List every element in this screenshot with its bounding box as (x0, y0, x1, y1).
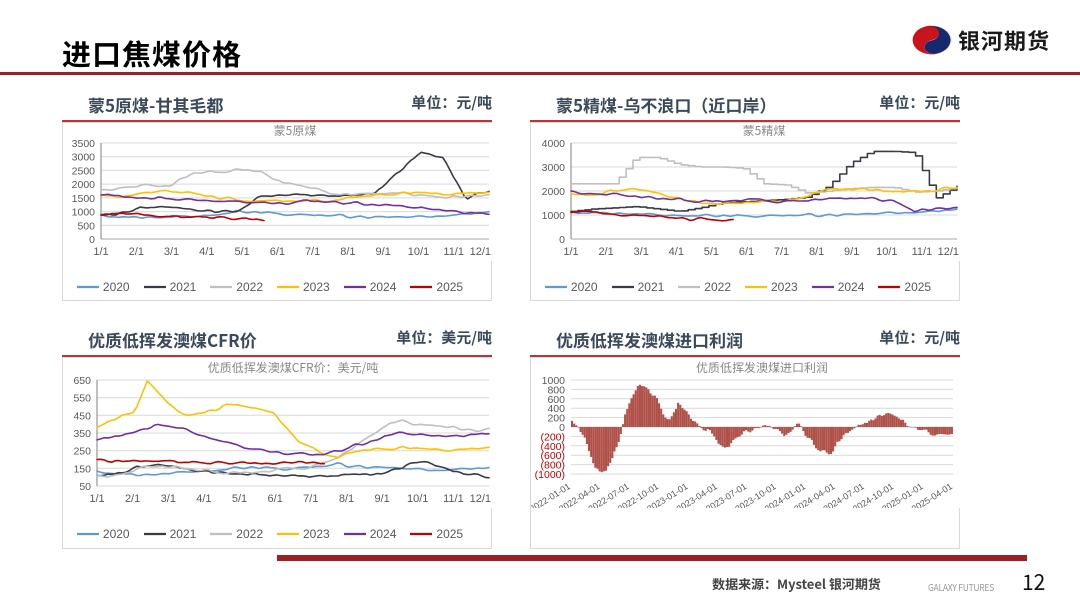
svg-text:8/1: 8/1 (340, 246, 355, 258)
svg-text:9/1: 9/1 (376, 246, 391, 258)
svg-text:450: 450 (73, 410, 91, 422)
svg-text:7/1: 7/1 (305, 246, 320, 258)
svg-text:4/1: 4/1 (669, 246, 684, 258)
svg-text:500: 500 (77, 220, 95, 232)
svg-text:3000: 3000 (72, 152, 96, 164)
svg-text:2/1: 2/1 (129, 246, 144, 258)
svg-text:2/1: 2/1 (598, 246, 613, 258)
svg-text:5/1: 5/1 (234, 246, 249, 258)
svg-text:0: 0 (559, 234, 565, 246)
svg-text:1/1: 1/1 (89, 493, 104, 505)
svg-text:11/1: 11/1 (443, 493, 464, 505)
svg-text:蒙5原煤: 蒙5原煤 (274, 123, 317, 139)
svg-text:11/1: 11/1 (912, 246, 933, 258)
svg-text:1500: 1500 (72, 193, 96, 205)
svg-text:150: 150 (73, 463, 91, 475)
svg-text:1000: 1000 (72, 207, 96, 219)
svg-text:250: 250 (73, 446, 91, 458)
svg-text:12/1: 12/1 (470, 246, 491, 258)
svg-text:2500: 2500 (72, 165, 96, 177)
svg-text:4/1: 4/1 (199, 246, 214, 258)
svg-text:7/1: 7/1 (774, 246, 789, 258)
svg-text:3000: 3000 (542, 162, 566, 174)
svg-text:1000: 1000 (542, 375, 566, 387)
svg-text:0: 0 (89, 234, 95, 246)
svg-text:650: 650 (73, 375, 91, 387)
svg-text:7/1: 7/1 (303, 493, 318, 505)
svg-text:3/1: 3/1 (634, 246, 649, 258)
svg-text:3/1: 3/1 (164, 246, 179, 258)
svg-text:10/1: 10/1 (407, 493, 428, 505)
svg-text:蒙5精煤: 蒙5精煤 (743, 123, 786, 139)
svg-text:5/1: 5/1 (704, 246, 719, 258)
svg-text:5/1: 5/1 (232, 493, 247, 505)
svg-text:8/1: 8/1 (809, 246, 824, 258)
svg-text:1000: 1000 (542, 210, 566, 222)
svg-text:1/1: 1/1 (93, 246, 108, 258)
svg-text:8/1: 8/1 (339, 493, 354, 505)
svg-text:优质低挥发澳煤CFR价：美元/吨: 优质低挥发澳煤CFR价：美元/吨 (208, 359, 379, 376)
svg-text:11/1: 11/1 (443, 246, 464, 258)
svg-text:2000: 2000 (542, 186, 566, 198)
svg-text:12/1: 12/1 (470, 493, 491, 505)
svg-text:9/1: 9/1 (374, 493, 389, 505)
svg-text:3/1: 3/1 (161, 493, 176, 505)
svg-text:50: 50 (79, 481, 91, 493)
svg-text:350: 350 (73, 428, 91, 440)
svg-text:3500: 3500 (72, 138, 96, 150)
svg-text:1/1: 1/1 (563, 246, 578, 258)
svg-text:4000: 4000 (542, 138, 566, 150)
svg-text:550: 550 (73, 393, 91, 405)
svg-text:9/1: 9/1 (844, 246, 859, 258)
svg-text:4/1: 4/1 (196, 493, 211, 505)
svg-text:优质低挥发澳煤进口利润: 优质低挥发澳煤进口利润 (696, 359, 828, 376)
svg-text:2000: 2000 (72, 179, 96, 191)
svg-text:6/1: 6/1 (739, 246, 754, 258)
svg-text:10/1: 10/1 (408, 246, 429, 258)
svg-text:10/1: 10/1 (876, 246, 897, 258)
svg-text:6/1: 6/1 (268, 493, 283, 505)
svg-text:2/1: 2/1 (125, 493, 140, 505)
svg-text:6/1: 6/1 (270, 246, 285, 258)
svg-text:12/1: 12/1 (938, 246, 959, 258)
